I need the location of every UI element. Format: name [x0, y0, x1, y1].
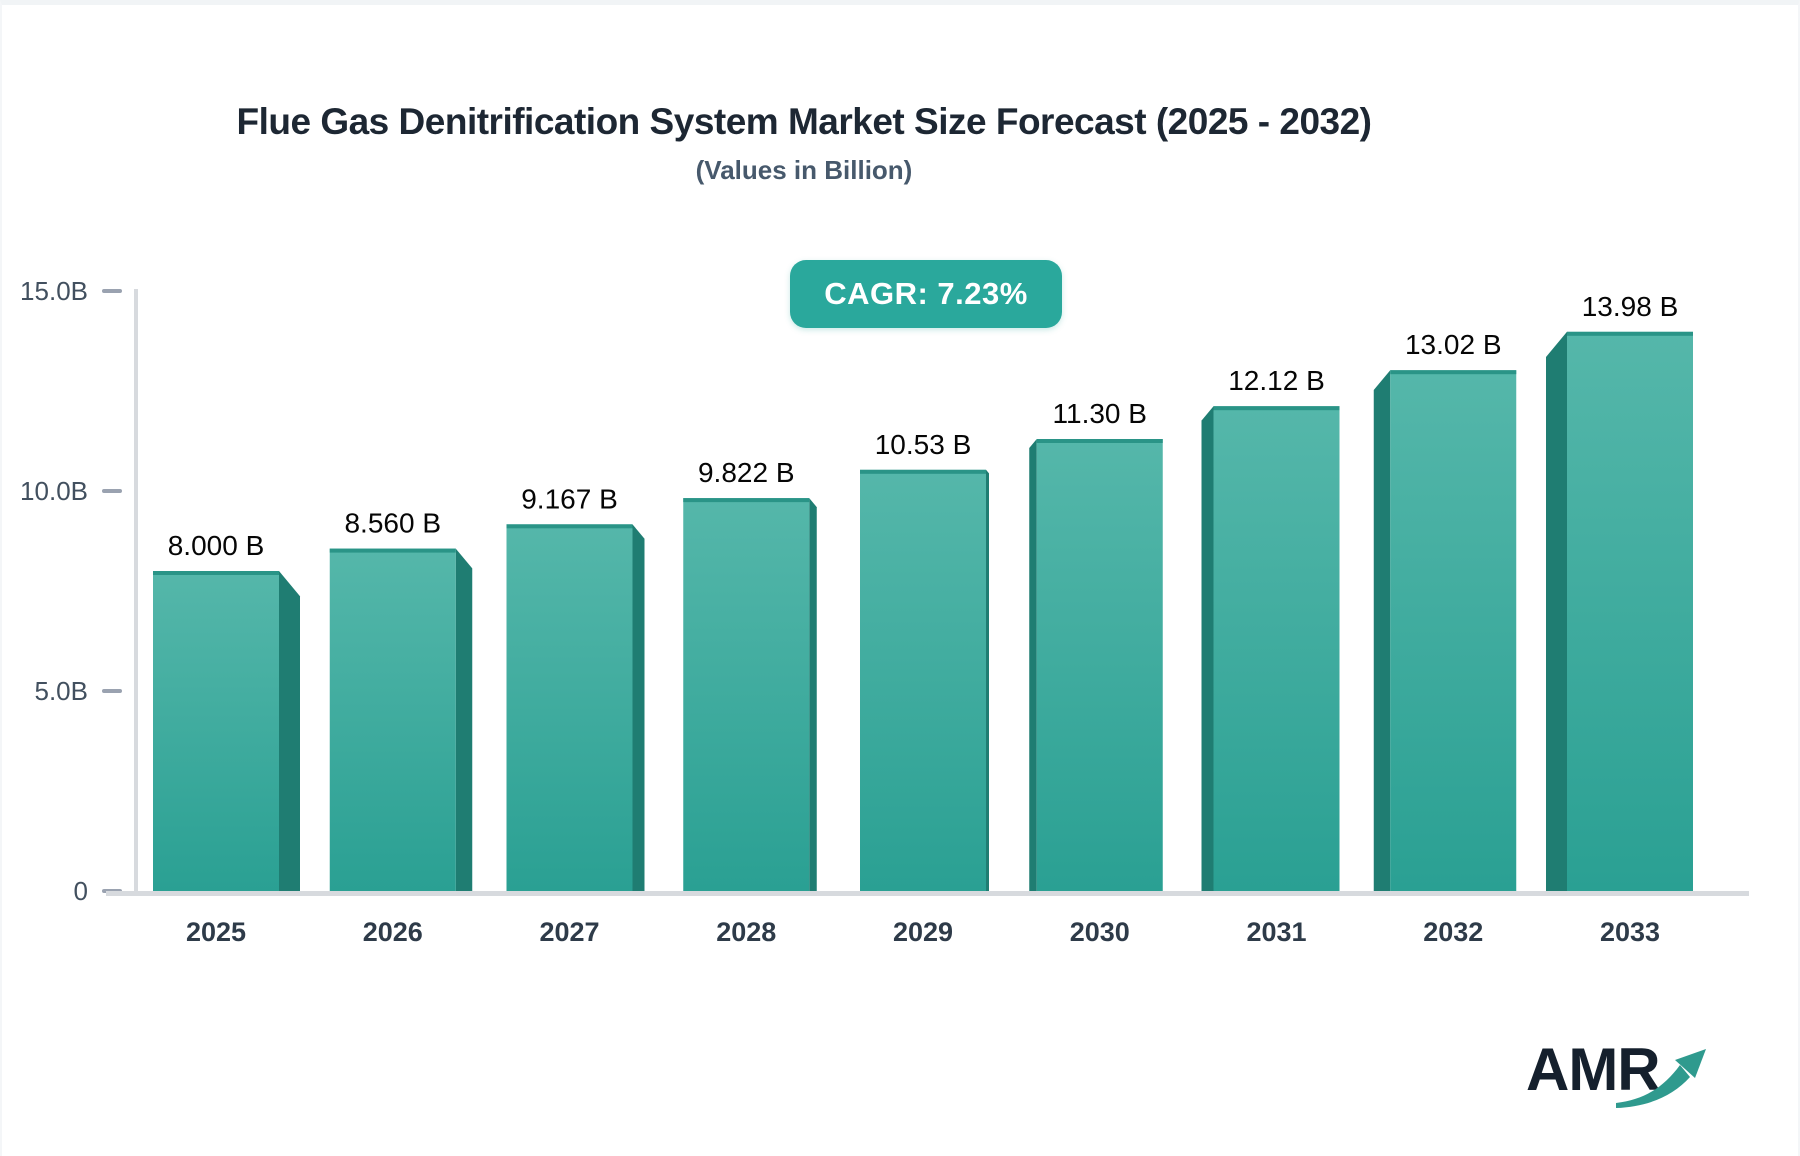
cagr-badge-label: CAGR: 7.23% [824, 276, 1028, 311]
bar-top-edge [860, 469, 986, 474]
bar-value-label-2025: 8.000 B [168, 530, 265, 561]
bar-top-edge [506, 524, 633, 529]
amr-logo-text: AMR [1526, 1036, 1661, 1103]
bar-value-label-2033: 13.98 B [1582, 291, 1679, 322]
bar-2033 [1567, 331, 1693, 891]
y-tick-mark [102, 689, 122, 693]
amr-logo: AMR [1526, 1027, 1726, 1117]
bar-side-2030 [1029, 439, 1037, 891]
x-axis-label-2029: 2029 [893, 917, 953, 947]
y-tick-mark [102, 489, 122, 493]
bar-top-edge [153, 571, 279, 575]
bar-value-label-2029: 10.53 B [875, 429, 972, 460]
x-axis-label-2025: 2025 [186, 917, 246, 947]
bar-value-label-2028: 9.822 B [698, 457, 795, 488]
y-axis-line [134, 289, 138, 895]
bar-side-2027 [632, 524, 645, 891]
bar-2028 [683, 498, 810, 891]
bar-2031 [1213, 406, 1340, 891]
bar-chart-canvas: 15.0B 10.0B 5.0B 0 8.000 B 2025 8.560 B 2026 9.1… [20, 276, 1749, 947]
x-axis-label-2028: 2028 [716, 917, 776, 947]
y-tick-label: 5.0B [35, 676, 89, 706]
y-tick-label: 0 [74, 876, 88, 906]
chart-subtitle: (Values in Billion) [695, 155, 913, 185]
x-axis-label-2031: 2031 [1246, 917, 1306, 947]
bar-value-label-2030: 11.30 B [1053, 398, 1147, 429]
bar-side-2025 [279, 571, 300, 891]
x-axis-label-2033: 2033 [1600, 917, 1660, 947]
bar-2026 [329, 548, 456, 891]
chart-title: Flue Gas Denitrification System Market S… [236, 101, 1372, 142]
bar-top-edge [1036, 439, 1163, 443]
y-tick-label: 10.0B [20, 476, 88, 506]
bar-2030 [1036, 439, 1163, 891]
x-axis-label-2032: 2032 [1423, 917, 1483, 947]
bar-value-label-2027: 9.167 B [521, 483, 618, 514]
bar-side-2028 [809, 498, 817, 891]
bar-2029 [860, 469, 986, 891]
bar-side-2029 [986, 469, 989, 891]
x-axis-label-2027: 2027 [539, 917, 599, 947]
y-tick-mark [102, 289, 122, 293]
bar-side-2032 [1373, 370, 1391, 891]
bar-2032 [1390, 370, 1517, 891]
x-axis-label-2026: 2026 [363, 917, 423, 947]
bar-top-edge [683, 498, 810, 503]
bar-side-2033 [1546, 331, 1567, 891]
bar-top-edge [329, 548, 456, 553]
y-tick-label: 15.0B [20, 276, 88, 306]
x-axis-label-2030: 2030 [1070, 917, 1130, 947]
bar-top-edge [1213, 406, 1340, 411]
bar-side-2026 [455, 548, 473, 891]
bar-top-edge [1390, 370, 1517, 375]
x-axis-line [106, 891, 1749, 896]
bar-side-2031 [1201, 406, 1214, 891]
cagr-badge: CAGR: 7.23% [790, 260, 1062, 328]
bar-value-label-2026: 8.560 B [344, 508, 441, 539]
bar-2025 [153, 571, 279, 891]
bar-2027 [506, 524, 633, 891]
bar-value-label-2032: 13.02 B [1405, 329, 1502, 360]
bar-value-label-2031: 12.12 B [1228, 365, 1325, 396]
growth-arrow-icon [1616, 1049, 1706, 1108]
bar-top-edge [1567, 331, 1693, 336]
